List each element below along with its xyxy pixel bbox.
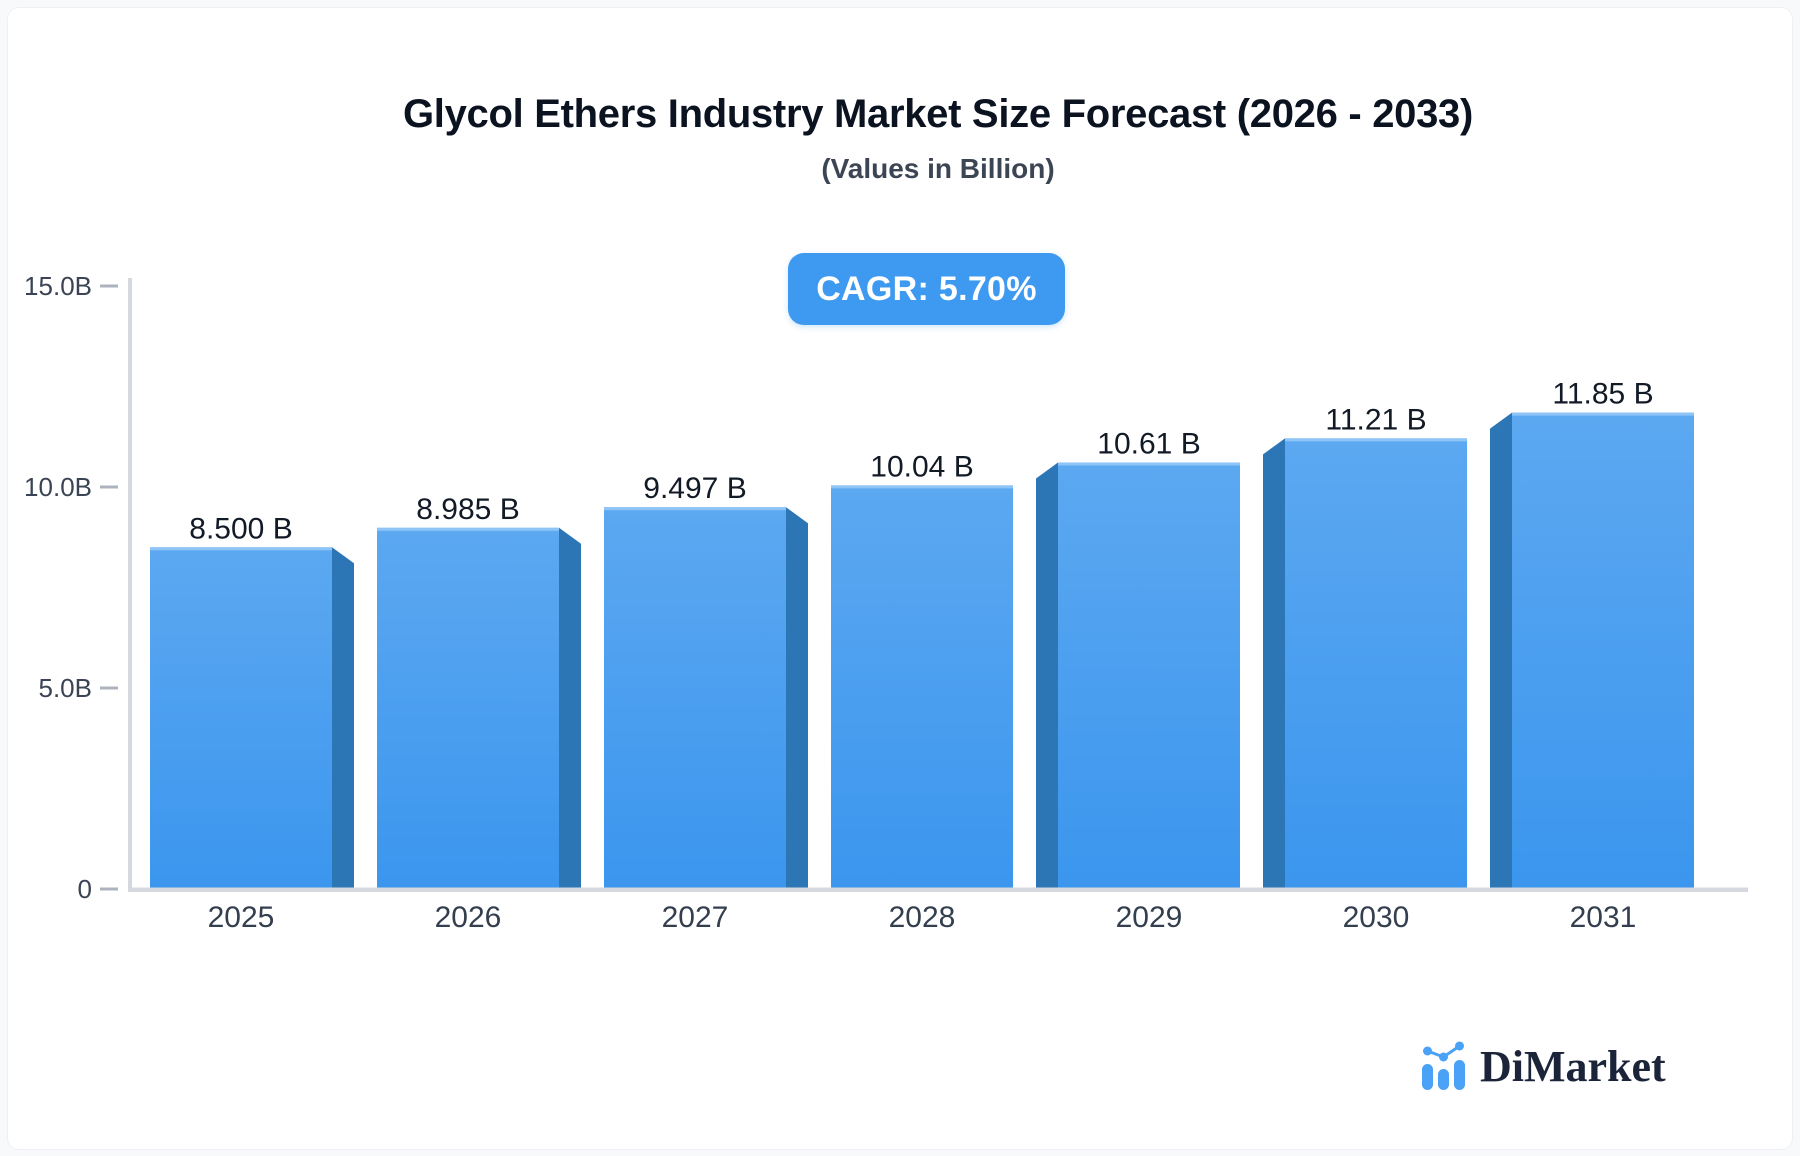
y-axis-tick — [100, 686, 118, 690]
bar-front-face — [1285, 438, 1467, 889]
y-axis-tick-label: 0 — [78, 874, 92, 904]
y-axis-tick-label: 15.0B — [24, 271, 92, 301]
bar-top-highlight — [377, 527, 559, 531]
x-axis-label: 2030 — [1343, 901, 1410, 934]
x-axis-label: 2026 — [435, 901, 502, 934]
bar-front-face — [831, 485, 1013, 889]
bar-2031[interactable]: 11.85 B — [1490, 378, 1694, 889]
x-axis-label: 2027 — [662, 901, 729, 934]
bar-top-highlight — [1058, 462, 1240, 466]
bar-value-label: 8.985 B — [416, 493, 519, 526]
bar-front-face — [150, 547, 332, 889]
x-axis-line — [128, 887, 1748, 892]
bar-front-face — [1512, 412, 1694, 889]
chart-subtitle: (Values in Billion) — [821, 153, 1055, 184]
bar-2025[interactable]: 8.500 B — [150, 512, 354, 889]
y-axis-tick-label: 5.0B — [39, 673, 93, 703]
bar-value-label: 10.61 B — [1097, 427, 1200, 460]
bar-front-face — [1058, 462, 1240, 889]
bar-value-label: 11.21 B — [1325, 403, 1426, 436]
bar-side-face — [1036, 462, 1058, 889]
y-axis-tick — [100, 887, 118, 891]
bar-side-face — [1263, 438, 1285, 889]
cagr-badge: CAGR: 5.70% — [788, 253, 1065, 325]
brand-logo[interactable]: DiMarket — [1420, 1040, 1666, 1090]
bar-2029[interactable]: 10.61 B — [1036, 427, 1240, 889]
x-axis-label: 2025 — [208, 901, 275, 934]
bar-top-highlight — [831, 485, 1013, 489]
bar-side-face — [559, 527, 581, 889]
bar-top-highlight — [150, 547, 332, 551]
bar-2026[interactable]: 8.985 B — [377, 493, 581, 889]
bar-value-label: 10.04 B — [870, 450, 973, 483]
chart-header: Glycol Ethers Industry Market Size Forec… — [0, 92, 1800, 185]
x-axis-label: 2029 — [1116, 901, 1183, 934]
x-axis-label: 2031 — [1570, 901, 1637, 934]
y-axis-tick — [100, 284, 118, 288]
y-axis-tick — [100, 485, 118, 489]
chart-title: Glycol Ethers Industry Market Size Forec… — [402, 92, 1473, 136]
bar-side-face — [332, 547, 354, 889]
bar-chart-logo-icon — [1422, 1041, 1465, 1090]
cagr-badge-label: CAGR: 5.70% — [816, 269, 1037, 308]
y-axis-tick-label: 10.0B — [24, 472, 92, 502]
bar-value-label: 11.85 B — [1552, 378, 1653, 411]
bar-top-highlight — [1285, 438, 1467, 442]
bar-2028[interactable]: 10.04 B — [831, 450, 1013, 889]
bar-2027[interactable]: 9.497 B — [604, 472, 808, 889]
bar-2030[interactable]: 11.21 B — [1263, 403, 1467, 889]
bar-value-label: 9.497 B — [643, 472, 746, 505]
bar-side-face — [1490, 412, 1512, 889]
bar-front-face — [604, 507, 786, 889]
x-axis-label: 2028 — [889, 901, 956, 934]
brand-name: DiMarket — [1480, 1042, 1666, 1091]
bar-side-face — [786, 507, 808, 889]
bar-top-highlight — [604, 507, 786, 511]
y-axis-line — [128, 278, 132, 892]
bar-top-highlight — [1512, 412, 1694, 416]
bar-value-label: 8.500 B — [189, 512, 292, 545]
bar-front-face — [377, 527, 559, 889]
